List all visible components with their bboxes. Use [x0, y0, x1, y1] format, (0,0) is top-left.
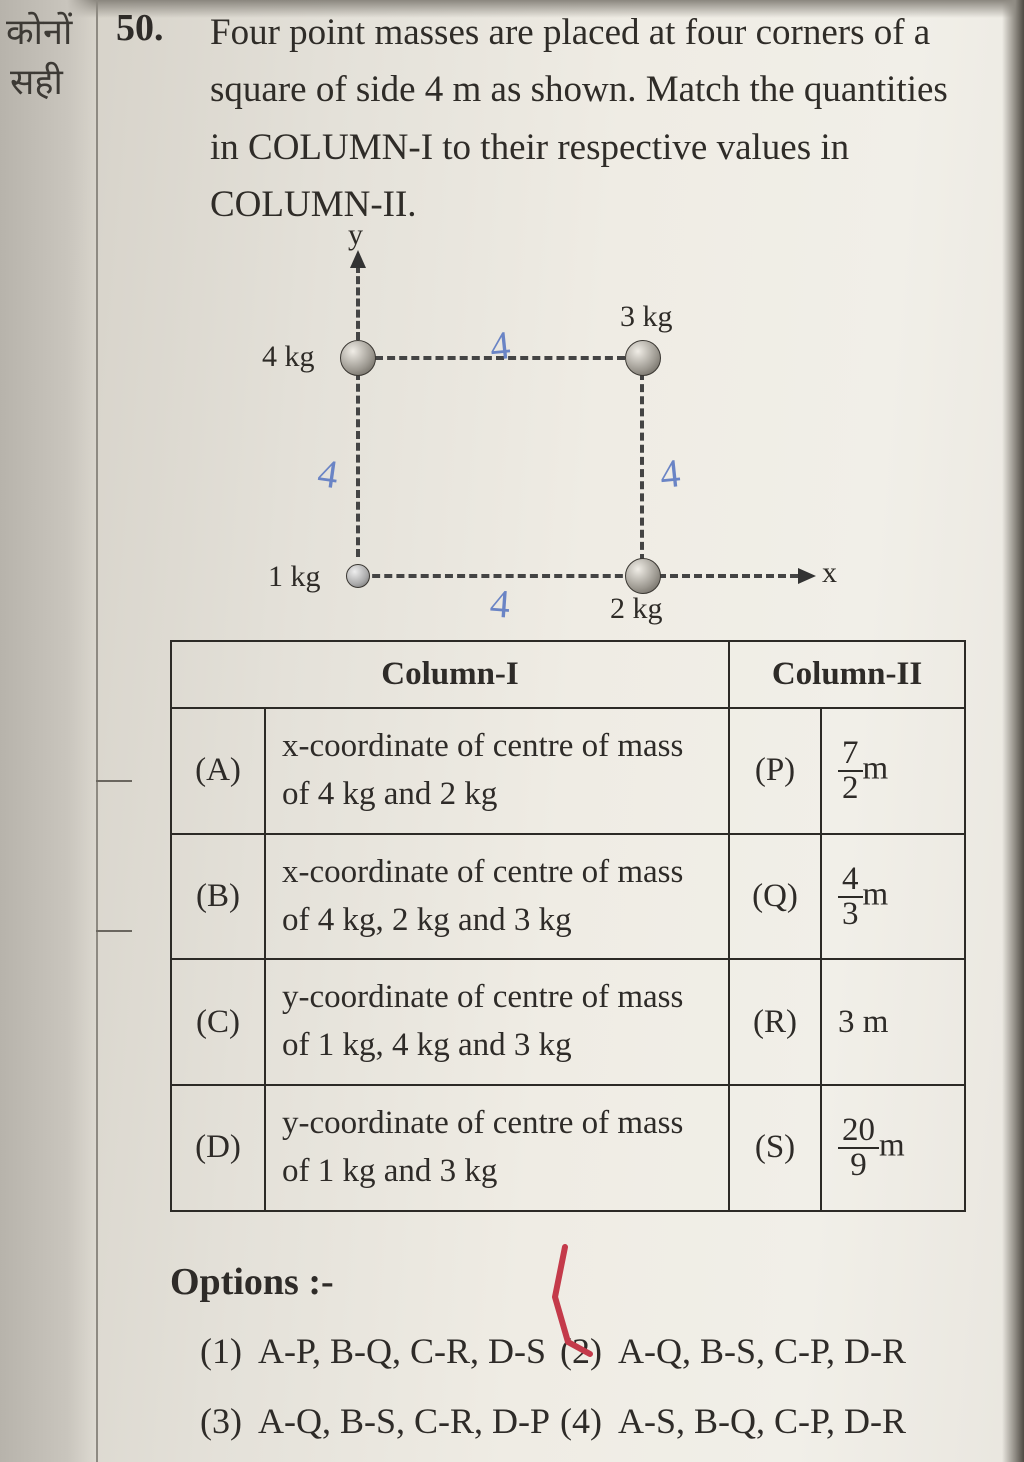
row-b-key: (B): [171, 834, 265, 960]
right-page-edge: [1002, 0, 1024, 1462]
y-axis-arrow-icon: [350, 250, 366, 268]
option-3-text: A-Q, B-S, C-R, D-P: [258, 1401, 550, 1441]
x-axis-label: x: [822, 556, 837, 590]
hand-label-right: 4: [658, 449, 683, 498]
option-4: (4) A-S, B-Q, C-P, D-R: [560, 1400, 906, 1442]
left-tick-1: [96, 780, 132, 782]
question-text: Four point masses are placed at four cor…: [210, 4, 980, 233]
left-margin-strip: [0, 0, 98, 1462]
row-a-desc: x-coordinate of centre of mass of 4 kg a…: [265, 708, 729, 834]
row-d-key: (D): [171, 1085, 265, 1211]
option-3-num: (3): [200, 1401, 242, 1441]
square-right-side: [640, 372, 644, 562]
option-3: (3) A-Q, B-S, C-R, D-P: [200, 1400, 550, 1442]
left-tick-2: [96, 930, 132, 932]
square-mass-diagram: y x 4 kg 3 kg 1 kg 2 kg 4 4 4 4: [220, 260, 840, 620]
option-4-num: (4): [560, 1401, 602, 1441]
row-r-key: (R): [729, 959, 821, 1085]
hand-label-bottom: 4: [488, 579, 511, 627]
table-row: (B) x-coordinate of centre of mass of 4 …: [171, 834, 965, 960]
row-p-key: (P): [729, 708, 821, 834]
question-number: 50.: [116, 6, 164, 50]
option-1: (1) A-P, B-Q, C-R, D-S: [200, 1330, 546, 1372]
table-row: (C) y-coordinate of centre of mass of 1 …: [171, 959, 965, 1085]
row-d-desc: y-coordinate of centre of mass of 1 kg a…: [265, 1085, 729, 1211]
fraction: 20 9: [838, 1114, 879, 1182]
y-axis-label: y: [348, 218, 363, 252]
row-p-val: 7 2 m: [821, 708, 965, 834]
left-margin-text-1: कोनों: [6, 6, 72, 55]
mass-bottom-left-icon: [346, 564, 370, 588]
row-a-key: (A): [171, 708, 265, 834]
row-s-key: (S): [729, 1085, 821, 1211]
mass-top-right-label: 3 kg: [620, 300, 673, 334]
column-2-header: Column-II: [729, 641, 965, 708]
row-r-val: 3 m: [821, 959, 965, 1085]
mass-top-left-icon: [340, 340, 376, 376]
page: कोनों सही 50. Four point masses are plac…: [0, 0, 1024, 1462]
table-header-row: Column-I Column-II: [171, 641, 965, 708]
hand-label-top: 4: [488, 321, 513, 370]
option-2-num: (2): [560, 1331, 602, 1371]
options-title: Options :-: [170, 1260, 334, 1304]
square-left-side: [356, 372, 360, 557]
row-q-key: (Q): [729, 834, 821, 960]
mass-top-right-icon: [625, 340, 661, 376]
mass-bottom-right-icon: [625, 558, 661, 594]
option-2-text: A-Q, B-S, C-P, D-R: [618, 1331, 906, 1371]
option-4-text: A-S, B-Q, C-P, D-R: [618, 1401, 906, 1441]
fraction: 7 2: [838, 737, 863, 805]
option-2: (2) A-Q, B-S, C-P, D-R: [560, 1330, 906, 1372]
x-axis-arrow-icon: [798, 568, 816, 584]
option-1-text: A-P, B-Q, C-R, D-S: [258, 1331, 546, 1371]
mass-top-left-label: 4 kg: [262, 340, 315, 374]
row-q-val: 4 3 m: [821, 834, 965, 960]
row-c-key: (C): [171, 959, 265, 1085]
mass-bottom-right-label: 2 kg: [610, 592, 663, 626]
fraction: 4 3: [838, 863, 863, 931]
square-bottom-side: [360, 574, 635, 578]
y-axis-line: [356, 265, 360, 340]
row-c-desc: y-coordinate of centre of mass of 1 kg, …: [265, 959, 729, 1085]
match-table: Column-I Column-II (A) x-coordinate of c…: [170, 640, 966, 1212]
table-row: (D) y-coordinate of centre of mass of 1 …: [171, 1085, 965, 1211]
row-s-val: 20 9 m: [821, 1085, 965, 1211]
table-row: (A) x-coordinate of centre of mass of 4 …: [171, 708, 965, 834]
option-1-num: (1): [200, 1331, 242, 1371]
x-axis-line: [658, 574, 798, 578]
hand-label-left: 4: [315, 449, 341, 498]
left-margin-text-2: सही: [10, 56, 63, 105]
mass-bottom-left-label: 1 kg: [268, 560, 321, 594]
column-1-header: Column-I: [171, 641, 729, 708]
row-b-desc: x-coordinate of centre of mass of 4 kg, …: [265, 834, 729, 960]
